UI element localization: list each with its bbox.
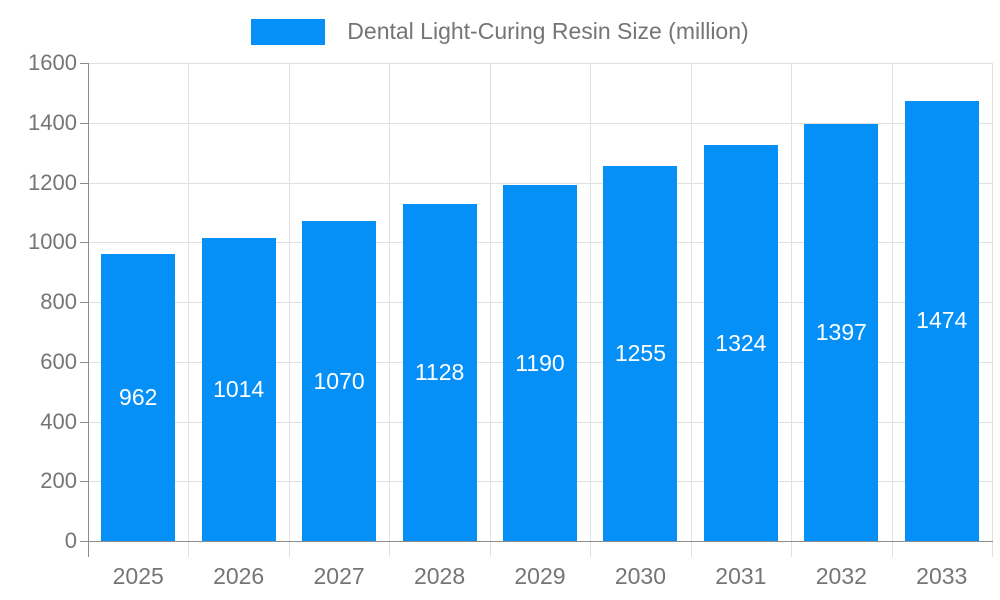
y-axis-tick	[80, 481, 88, 482]
y-axis-tick	[80, 422, 88, 423]
bar-2029: 1190	[503, 185, 577, 541]
x-gridline	[389, 63, 390, 541]
y-axis-tick	[80, 242, 88, 243]
x-axis-tick	[691, 541, 692, 557]
x-gridline	[188, 63, 189, 541]
bar-value-label: 1324	[715, 329, 767, 356]
bar-2030: 1255	[603, 166, 678, 541]
y-gridline	[88, 63, 992, 64]
x-axis-category-label: 2026	[213, 563, 265, 589]
x-gridline	[490, 63, 491, 541]
y-axis-tick-label: 600	[40, 349, 77, 374]
y-axis-tick-label: 1000	[28, 229, 77, 254]
x-axis-tick	[490, 541, 491, 557]
x-axis-category-label: 2032	[815, 563, 867, 589]
bar-2027: 1070	[302, 221, 377, 541]
bar-value-label: 1190	[515, 349, 565, 376]
x-gridline	[289, 63, 290, 541]
bar-value-label: 962	[119, 383, 158, 410]
y-axis-tick	[80, 362, 88, 363]
x-axis-category-label: 2029	[514, 563, 566, 589]
chart-legend: Dental Light-Curing Resin Size (million)	[0, 18, 1000, 45]
y-axis-tick-label: 1400	[28, 110, 77, 135]
bar-2033: 1474	[904, 100, 979, 541]
y-axis-tick	[80, 183, 88, 184]
legend-swatch	[251, 18, 326, 45]
x-gridline	[590, 63, 591, 541]
y-axis-tick	[80, 302, 88, 303]
x-gridline	[691, 63, 692, 541]
x-axis-category-label: 2030	[614, 563, 667, 589]
y-axis-tick	[80, 63, 88, 64]
bar-value-label: 1474	[916, 307, 968, 334]
bar-2025: 962	[101, 253, 176, 541]
bar-2032: 1397	[804, 123, 879, 541]
y-axis-tick-label: 1600	[28, 50, 77, 75]
y-axis-line	[88, 63, 89, 557]
x-axis-category-label: 2033	[916, 563, 968, 589]
bar-value-label: 1397	[815, 318, 867, 345]
bar-value-label: 1255	[614, 340, 667, 367]
y-axis-tick-label: 400	[40, 409, 77, 434]
legend-label: Dental Light-Curing Resin Size (million)	[347, 18, 749, 44]
x-axis-tick	[892, 541, 893, 557]
y-axis-tick-label: 0	[64, 528, 77, 553]
bar-2028: 1128	[402, 204, 477, 541]
y-axis-tick	[80, 541, 88, 542]
y-gridline	[88, 183, 992, 184]
y-gridline	[88, 123, 992, 124]
x-axis-tick	[289, 541, 290, 557]
y-axis-tick-label: 800	[40, 289, 77, 314]
bar-2026: 1014	[201, 238, 276, 541]
x-axis-tick	[389, 541, 390, 557]
bar-value-label: 1128	[414, 358, 465, 385]
x-axis-category-label: 2031	[715, 563, 767, 589]
x-axis-category-label: 2028	[413, 563, 466, 589]
y-axis-tick-label: 1200	[28, 170, 77, 195]
x-axis-tick	[188, 541, 189, 557]
x-axis-tick	[992, 541, 993, 557]
bar-value-label: 1014	[213, 376, 265, 403]
x-gridline	[992, 63, 993, 541]
y-axis-tick-label: 200	[40, 468, 77, 493]
bar-value-label: 1070	[313, 367, 365, 394]
x-axis-tick	[590, 541, 591, 557]
y-axis-tick	[80, 123, 88, 124]
x-axis-category-label: 2025	[112, 563, 164, 589]
x-axis-line	[88, 541, 993, 542]
x-axis-category-label: 2027	[313, 563, 365, 589]
x-gridline	[892, 63, 893, 541]
x-axis-tick	[791, 541, 792, 557]
x-gridline	[791, 63, 792, 541]
bar-2031: 1324	[703, 145, 778, 541]
